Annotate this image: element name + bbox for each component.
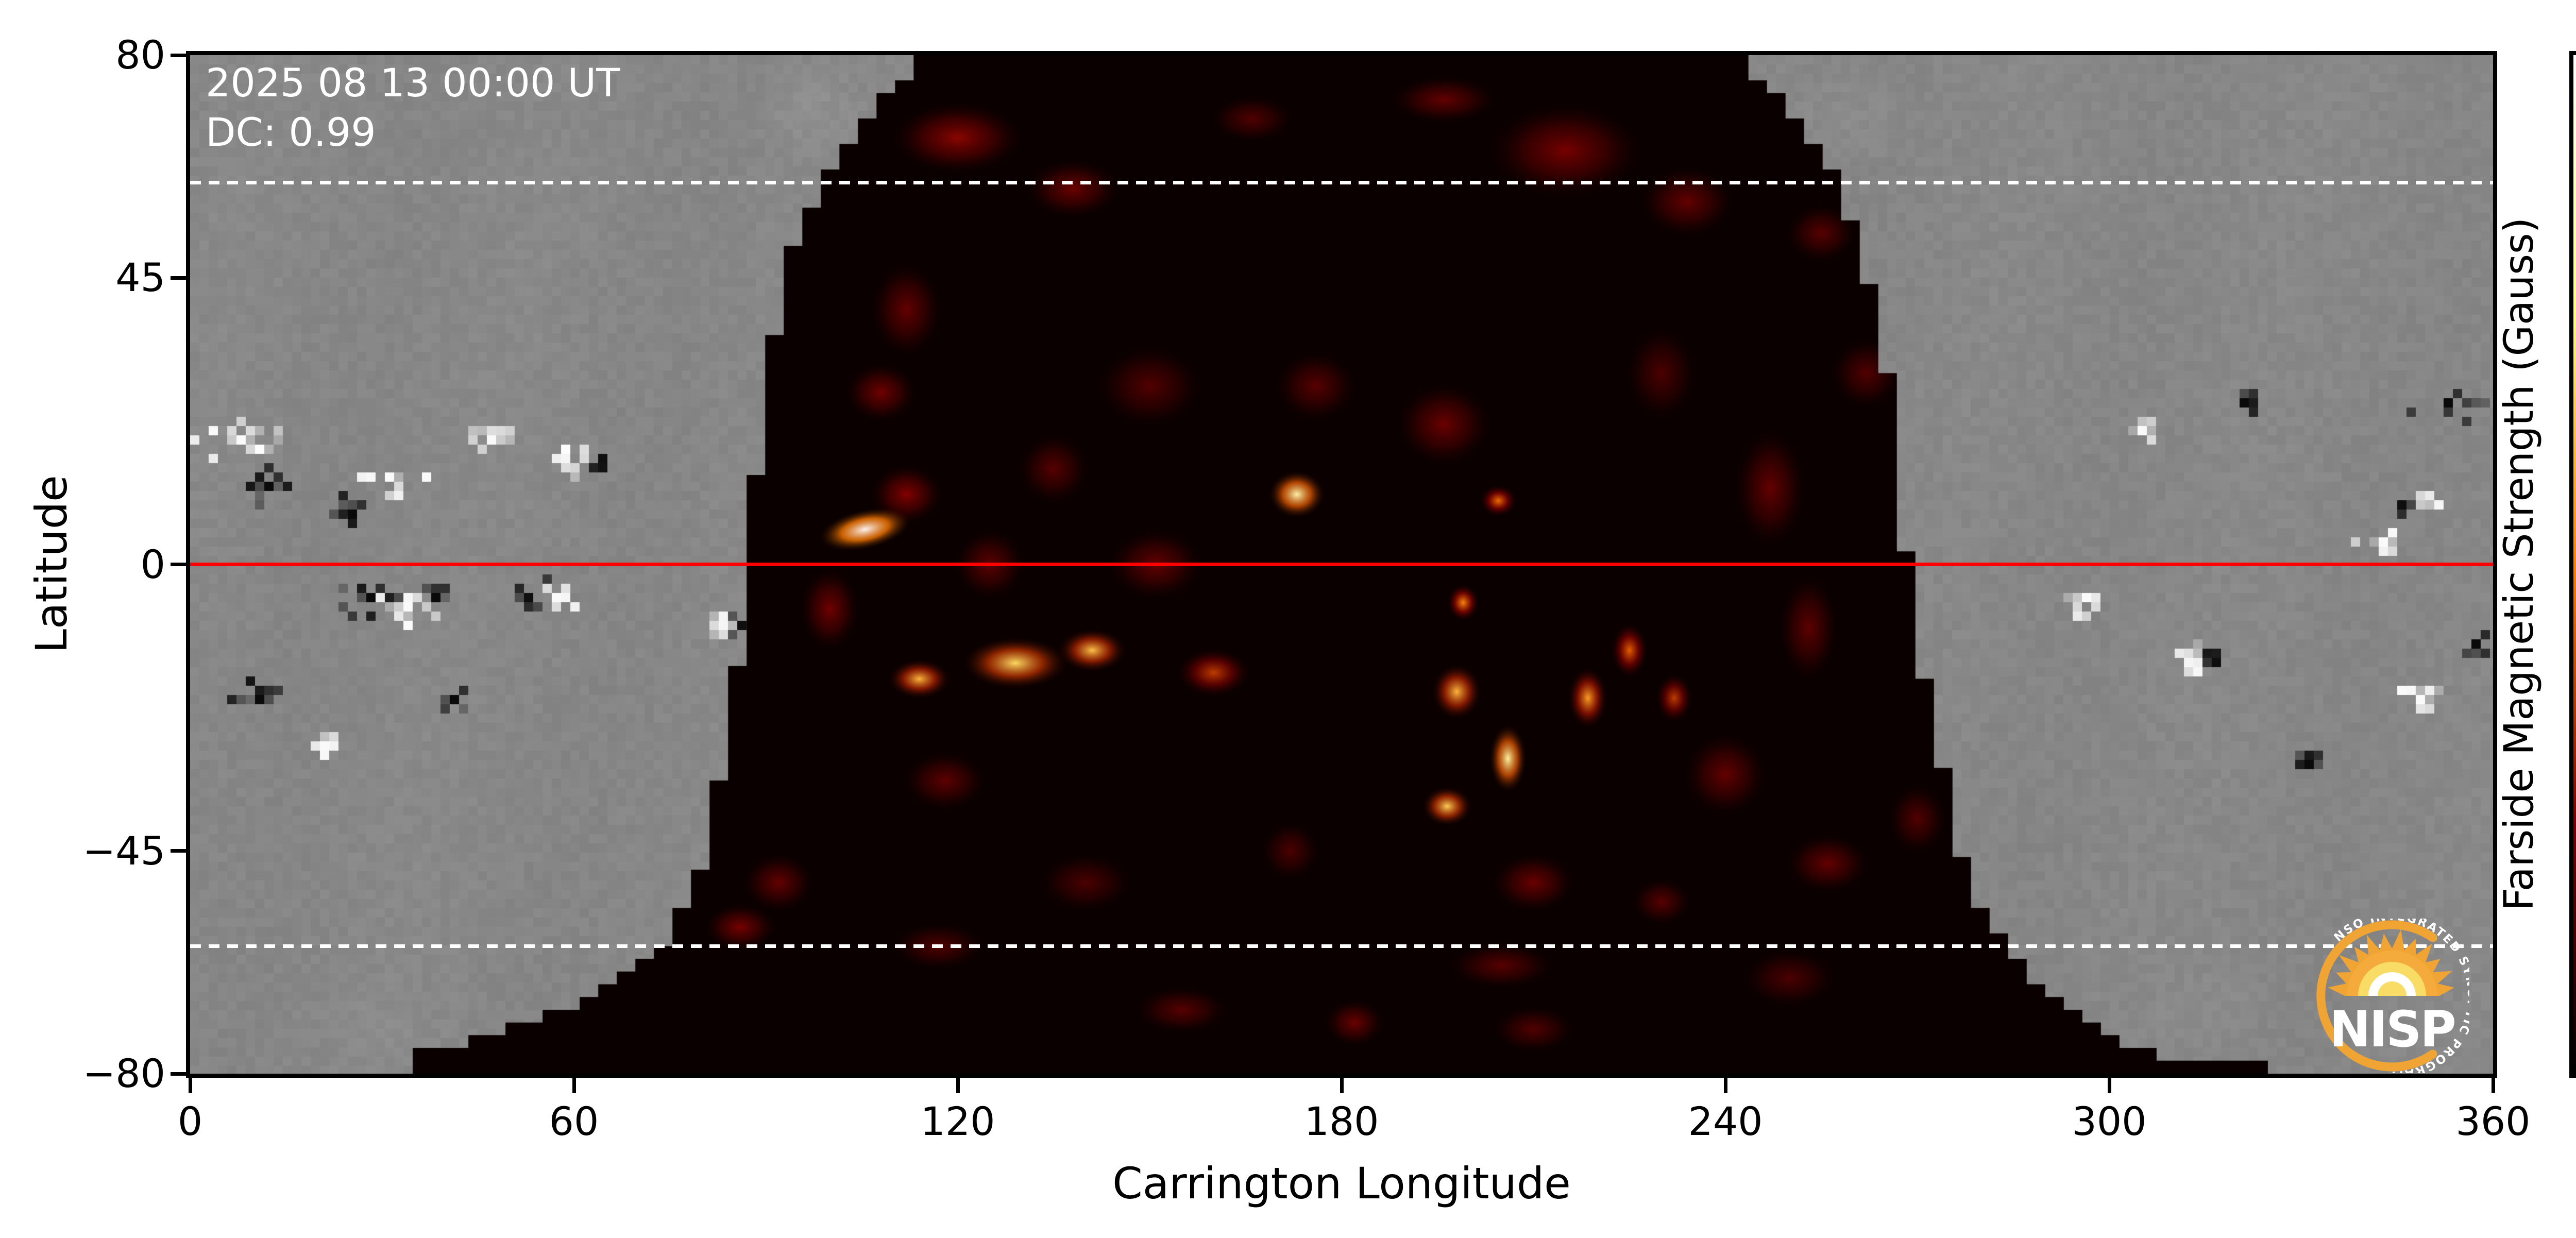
x-tick-mark xyxy=(188,1078,192,1093)
dashed-latitude-line-north xyxy=(190,180,2493,184)
logo-ring-arc xyxy=(2316,920,2437,1072)
y-tick-label: 80 xyxy=(115,32,165,78)
y-tick-mark xyxy=(171,1072,186,1076)
x-tick-mark xyxy=(1723,1078,1727,1093)
y-tick-label: −80 xyxy=(82,1050,165,1096)
x-tick-mark xyxy=(572,1078,576,1093)
y-tick-mark xyxy=(171,849,186,853)
x-axis-label: Carrington Longitude xyxy=(1112,1158,1571,1209)
x-tick-label: 60 xyxy=(549,1098,599,1144)
x-tick-label: 300 xyxy=(2072,1098,2147,1144)
x-tick-label: 120 xyxy=(920,1098,995,1144)
y-tick-label: 0 xyxy=(140,541,165,587)
timestamp-text: 2025 08 13 00:00 UT xyxy=(206,60,620,106)
x-tick-label: 240 xyxy=(1688,1098,1763,1144)
logo-nisp-text: NISP xyxy=(2329,1000,2455,1058)
y-tick-label: 45 xyxy=(115,255,165,301)
nisp-logo: NSO INTEGRATED SYNOPTIC PROGRAM NISP xyxy=(2316,919,2469,1073)
dc-value: DC: 0.99 xyxy=(206,109,376,155)
timestamp-block: 2025 08 13 00:00 UT DC: 0.99 xyxy=(206,58,620,157)
x-tick-label: 0 xyxy=(177,1098,203,1144)
farside-colorbar xyxy=(2573,55,2576,1074)
y-tick-label: −45 xyxy=(82,827,165,874)
equator-line xyxy=(190,563,2493,566)
y-tick-mark xyxy=(171,53,186,57)
x-tick-mark xyxy=(956,1078,960,1093)
x-tick-label: 360 xyxy=(2455,1098,2531,1144)
x-tick-mark xyxy=(2107,1078,2111,1093)
y-tick-mark xyxy=(171,563,186,566)
farside-colorbar-label: Farside Magnetic Strength (Gauss) xyxy=(2496,217,2543,911)
logo-sun-arch xyxy=(2368,972,2416,996)
dashed-latitude-line-south xyxy=(190,944,2493,948)
x-tick-mark xyxy=(2491,1078,2495,1093)
x-tick-label: 180 xyxy=(1304,1098,1379,1144)
y-tick-mark xyxy=(171,276,186,280)
x-tick-mark xyxy=(1340,1078,1344,1093)
